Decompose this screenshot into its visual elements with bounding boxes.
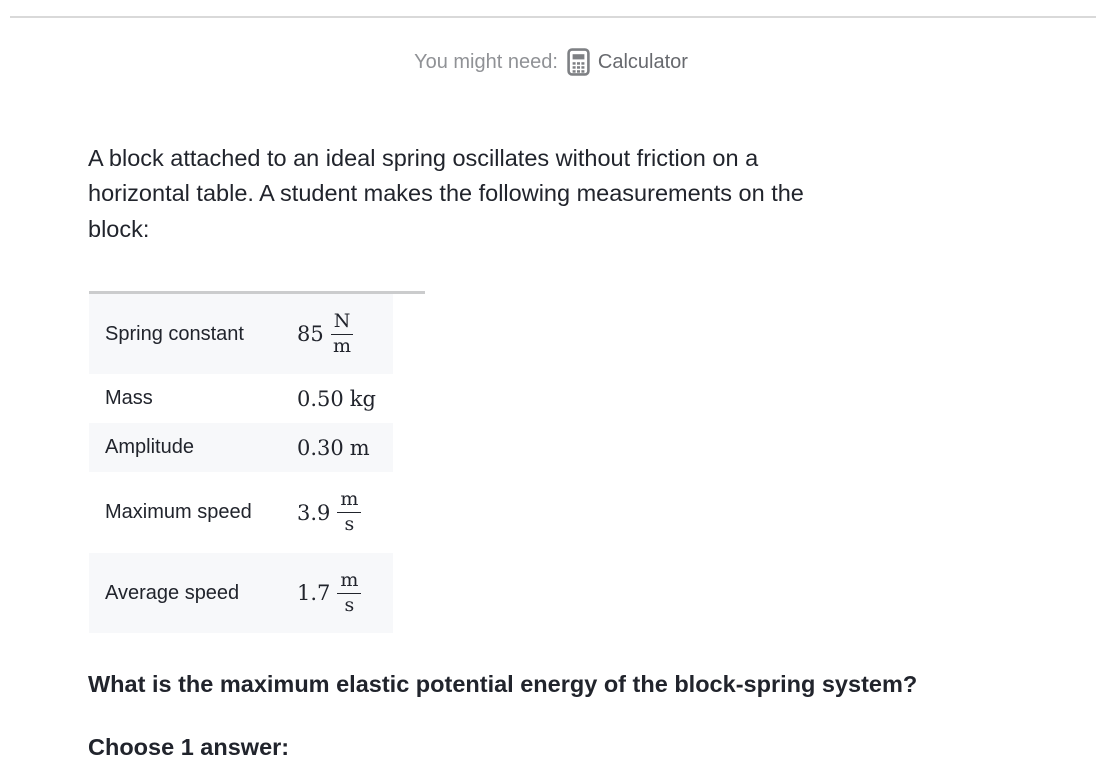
row-label: Amplitude (105, 436, 194, 458)
intro-line: block: (88, 215, 150, 242)
value-coefficient: 1.7 (297, 581, 331, 605)
value-coefficient: 0.30 (297, 435, 344, 460)
intro-line: horizontal table. A student makes the fo… (88, 180, 804, 207)
table-top-border (89, 291, 425, 294)
fraction-denominator: m (333, 334, 352, 357)
row-value: 0.50 kg (297, 387, 376, 411)
top-divider (10, 16, 1096, 18)
table-row: Maximum speed 3.9 m s (89, 472, 393, 553)
row-value: 85 N m (297, 310, 354, 358)
problem-intro: A block attached to an ideal spring osci… (88, 141, 804, 247)
unit-fraction: N m (330, 310, 354, 358)
fraction-numerator: m (337, 569, 362, 594)
question-text: What is the maximum elastic potential en… (88, 671, 918, 697)
table-row: Amplitude 0.30 m (89, 423, 393, 472)
table-row: Mass 0.50 kg (89, 374, 393, 423)
value-coefficient: 0.50 (297, 386, 344, 411)
value-unit: m (349, 435, 370, 460)
row-label: Average speed (105, 581, 240, 604)
calculator-icon (567, 48, 590, 76)
you-might-need-bar: You might need: Calculator (0, 47, 1102, 77)
calculator-label: Calculator (597, 50, 688, 73)
you-might-need-label: You might need: (414, 50, 558, 73)
intro-line: A block attached to an ideal spring osci… (88, 145, 759, 171)
fraction-denominator: s (344, 513, 355, 535)
value-coefficient: 85 (297, 322, 324, 346)
row-value: 3.9 m s (297, 488, 362, 536)
row-label: Mass (105, 387, 153, 409)
table-row: Average speed 1.7 m s (89, 553, 393, 633)
fraction-numerator: m (337, 488, 362, 513)
value-unit: kg (349, 386, 376, 411)
fraction-numerator: N (330, 310, 354, 335)
table-row: Spring constant 85 N m (89, 294, 393, 374)
row-label: Maximum speed (105, 501, 252, 523)
unit-fraction: m s (337, 488, 362, 536)
fraction-denominator: s (344, 593, 355, 616)
calculator-chip[interactable]: Calculator (567, 48, 688, 76)
unit-fraction: m s (337, 569, 362, 617)
value-coefficient: 3.9 (297, 500, 331, 525)
row-value: 1.7 m s (297, 569, 362, 617)
row-label: Spring constant (105, 322, 244, 345)
row-value: 0.30 m (297, 436, 370, 460)
measurements-table: Spring constant 85 N m Mass 0.50 kg Ampl… (89, 291, 425, 633)
